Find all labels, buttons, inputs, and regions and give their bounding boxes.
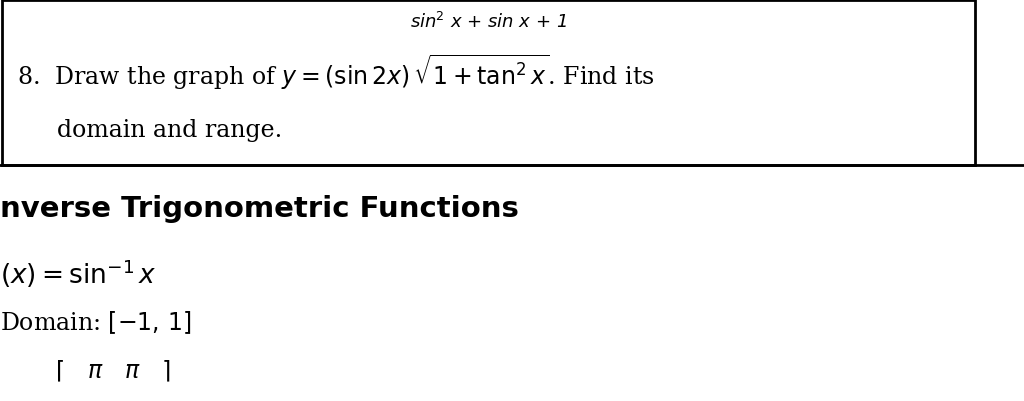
Bar xyxy=(2,0,975,165)
Text: nverse Trigonometric Functions: nverse Trigonometric Functions xyxy=(0,195,519,223)
Text: 8.  Draw the graph of $y = (\sin 2x)\,\sqrt{1+\tan^2 x}$. Find its: 8. Draw the graph of $y = (\sin 2x)\,\sq… xyxy=(17,52,654,92)
Text: $(x) = \sin^{-1}x$: $(x) = \sin^{-1}x$ xyxy=(0,257,157,290)
Text: $\lceil \quad \pi \quad \pi \quad \rceil$: $\lceil \quad \pi \quad \pi \quad \rceil… xyxy=(55,359,171,384)
Text: sin$^2$ $x$ + sin $x$ + 1: sin$^2$ $x$ + sin $x$ + 1 xyxy=(410,12,567,32)
Text: Domain: $[-1,\,1]$: Domain: $[-1,\,1]$ xyxy=(0,309,193,336)
Text: domain and range.: domain and range. xyxy=(57,119,283,142)
